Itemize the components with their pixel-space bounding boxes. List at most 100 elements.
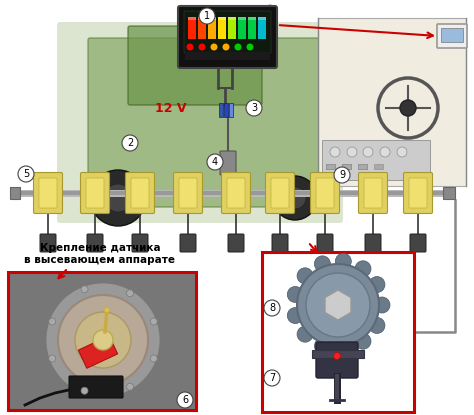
- Bar: [358, 164, 367, 169]
- Bar: [374, 164, 383, 169]
- Bar: [208, 17, 216, 39]
- Circle shape: [334, 352, 340, 359]
- Circle shape: [235, 44, 241, 51]
- FancyBboxPatch shape: [221, 173, 250, 213]
- Bar: [258, 17, 266, 39]
- Circle shape: [355, 333, 371, 349]
- FancyBboxPatch shape: [265, 173, 294, 213]
- Circle shape: [177, 392, 193, 408]
- FancyBboxPatch shape: [227, 178, 245, 208]
- Circle shape: [127, 290, 134, 297]
- Circle shape: [297, 268, 313, 284]
- Circle shape: [374, 297, 390, 313]
- Text: 5: 5: [23, 169, 29, 179]
- Circle shape: [335, 253, 351, 269]
- Bar: [248, 17, 256, 39]
- Circle shape: [264, 370, 280, 386]
- Bar: [224, 103, 228, 117]
- Text: 4: 4: [212, 157, 218, 167]
- FancyBboxPatch shape: [316, 342, 358, 378]
- Text: в высевающем аппарате: в высевающем аппарате: [25, 255, 175, 265]
- FancyBboxPatch shape: [184, 11, 271, 53]
- FancyBboxPatch shape: [364, 178, 382, 208]
- Circle shape: [314, 338, 330, 354]
- FancyBboxPatch shape: [128, 26, 262, 105]
- Bar: [238, 17, 246, 20]
- Circle shape: [335, 341, 351, 356]
- Circle shape: [297, 326, 313, 342]
- Circle shape: [287, 308, 303, 324]
- Bar: [358, 164, 367, 169]
- Circle shape: [90, 170, 146, 226]
- Circle shape: [222, 44, 229, 51]
- Bar: [188, 17, 196, 20]
- FancyBboxPatch shape: [271, 178, 289, 208]
- Bar: [443, 187, 455, 199]
- Text: 7: 7: [269, 373, 275, 383]
- Circle shape: [93, 330, 113, 350]
- Bar: [318, 18, 466, 186]
- Text: Крепление датчика: Крепление датчика: [40, 243, 160, 253]
- FancyBboxPatch shape: [316, 178, 334, 208]
- Circle shape: [284, 187, 306, 209]
- Circle shape: [363, 147, 373, 157]
- Circle shape: [49, 318, 56, 325]
- Circle shape: [199, 44, 206, 51]
- FancyBboxPatch shape: [179, 178, 197, 208]
- FancyBboxPatch shape: [310, 173, 339, 213]
- Bar: [208, 17, 216, 20]
- FancyBboxPatch shape: [87, 234, 103, 252]
- Bar: [342, 164, 351, 169]
- Bar: [218, 17, 226, 39]
- FancyBboxPatch shape: [39, 178, 57, 208]
- Bar: [188, 17, 196, 39]
- Circle shape: [265, 5, 275, 15]
- FancyBboxPatch shape: [437, 24, 467, 48]
- Circle shape: [246, 100, 262, 116]
- Circle shape: [210, 44, 218, 51]
- FancyBboxPatch shape: [34, 173, 63, 213]
- Circle shape: [127, 383, 134, 390]
- FancyBboxPatch shape: [178, 6, 277, 68]
- Circle shape: [75, 312, 131, 368]
- FancyBboxPatch shape: [358, 173, 388, 213]
- Bar: [228, 17, 236, 20]
- FancyBboxPatch shape: [40, 234, 56, 252]
- Bar: [185, 52, 270, 60]
- FancyBboxPatch shape: [69, 376, 123, 398]
- Circle shape: [306, 273, 370, 337]
- FancyBboxPatch shape: [131, 178, 149, 208]
- Circle shape: [186, 44, 193, 51]
- Text: 9: 9: [339, 170, 345, 180]
- Circle shape: [330, 147, 340, 157]
- FancyBboxPatch shape: [409, 178, 427, 208]
- FancyBboxPatch shape: [410, 234, 426, 252]
- Bar: [326, 164, 335, 169]
- Circle shape: [150, 318, 157, 325]
- FancyBboxPatch shape: [403, 173, 432, 213]
- FancyBboxPatch shape: [173, 173, 202, 213]
- Bar: [8, 272, 196, 410]
- FancyBboxPatch shape: [57, 22, 343, 223]
- Circle shape: [150, 355, 157, 362]
- Circle shape: [104, 307, 110, 313]
- Circle shape: [58, 295, 148, 385]
- Circle shape: [369, 276, 385, 293]
- FancyBboxPatch shape: [180, 234, 196, 252]
- Circle shape: [49, 355, 56, 362]
- Circle shape: [199, 8, 215, 24]
- FancyBboxPatch shape: [272, 234, 288, 252]
- Circle shape: [122, 135, 138, 151]
- Circle shape: [81, 387, 88, 394]
- Bar: [219, 103, 223, 117]
- FancyBboxPatch shape: [132, 234, 148, 252]
- FancyBboxPatch shape: [86, 178, 104, 208]
- Bar: [229, 103, 233, 117]
- Circle shape: [273, 176, 317, 220]
- Circle shape: [246, 44, 254, 51]
- Circle shape: [81, 286, 88, 293]
- Circle shape: [18, 166, 34, 182]
- Bar: [326, 164, 335, 169]
- Text: 3: 3: [251, 103, 257, 113]
- Bar: [238, 17, 246, 39]
